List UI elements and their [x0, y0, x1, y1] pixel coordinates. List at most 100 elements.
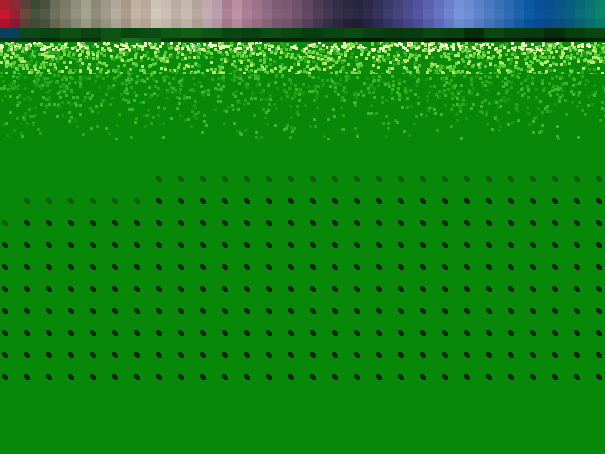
horizon-pixel — [60, 28, 81, 38]
grass-speckle — [330, 72, 333, 75]
mosaic-pixel — [90, 18, 101, 28]
grass-speckle — [271, 45, 274, 48]
grass-speckle — [147, 57, 150, 60]
grass-speckle — [123, 64, 126, 67]
field-dash — [244, 352, 250, 358]
grass-speckle-faded — [456, 97, 459, 100]
grass-speckle — [236, 54, 239, 57]
grass-speckle — [91, 51, 94, 54]
field-dash — [222, 286, 228, 292]
grass-speckle-faded — [481, 101, 484, 104]
grass-speckle — [146, 51, 149, 54]
grass-speckle — [281, 63, 284, 66]
grass-speckle — [243, 72, 246, 75]
grass-speckle — [597, 67, 600, 70]
grass-speckle — [122, 53, 125, 56]
grass-speckle — [449, 69, 452, 72]
grass-speckle-faded — [79, 113, 82, 116]
grass-speckle-faded — [510, 86, 513, 89]
grass-speckle-faded — [63, 86, 66, 89]
mosaic-pixel — [241, 9, 253, 19]
grass-speckle — [489, 63, 492, 66]
field-dash — [90, 198, 96, 204]
field-dash — [200, 286, 206, 292]
mosaic-pixel — [110, 9, 121, 19]
grass-speckle-faded — [130, 78, 133, 81]
grass-speckle-faded — [203, 120, 206, 123]
grass-speckle — [250, 48, 253, 51]
field-dash — [244, 176, 250, 182]
grass-speckle-faded — [128, 108, 131, 111]
grass-speckle-faded — [105, 93, 108, 96]
field-dash — [354, 374, 360, 380]
grass-speckle — [227, 45, 230, 48]
grass-speckle — [403, 66, 406, 69]
grass-speckle — [341, 45, 344, 48]
grass-speckle-faded — [397, 87, 400, 90]
grass-speckle — [349, 42, 352, 45]
grass-speckle — [51, 44, 54, 47]
grass-speckle-faded — [587, 95, 590, 98]
grass-speckle-faded — [398, 98, 401, 101]
grass-speckle — [301, 49, 304, 52]
grass-speckle — [291, 53, 294, 56]
grass-speckle — [263, 52, 266, 55]
field-dash — [530, 176, 536, 182]
field-dash — [222, 308, 228, 314]
grass-speckle — [396, 44, 399, 47]
field-dash — [530, 242, 536, 248]
grass-speckle — [460, 45, 463, 48]
grass-speckle — [249, 54, 252, 57]
grass-speckle — [117, 65, 120, 68]
grass-speckle-faded — [468, 91, 471, 94]
field-dash — [398, 198, 404, 204]
mosaic-pixel — [90, 9, 101, 19]
grass-speckle — [17, 55, 20, 58]
grass-speckle — [318, 42, 321, 45]
grass-speckle — [0, 47, 3, 50]
grass-speckle-faded — [354, 127, 357, 130]
grass-speckle-faded — [334, 86, 337, 89]
grass-speckle — [209, 42, 212, 45]
grass-speckle-faded — [498, 129, 501, 132]
field-dash — [310, 198, 316, 204]
grass-speckle — [270, 51, 273, 54]
grass-speckle — [303, 48, 306, 51]
grass-speckle — [293, 46, 296, 49]
grass-speckle — [210, 68, 213, 71]
grass-speckle-faded — [398, 78, 401, 81]
mosaic-pixel — [574, 0, 585, 10]
grass-speckle — [25, 64, 28, 67]
grass-speckle-faded — [353, 93, 356, 96]
pixelated-image-strip — [0, 0, 605, 28]
field-dash — [464, 220, 470, 226]
grass-speckle — [114, 44, 117, 47]
grass-speckle — [373, 60, 376, 63]
grass-speckle-faded — [219, 86, 222, 89]
grass-speckle-faded — [88, 77, 91, 80]
field-dash — [24, 242, 30, 248]
grass-speckle — [514, 46, 517, 49]
grass-speckle — [203, 43, 206, 46]
field-dash — [244, 264, 250, 270]
grass-speckle — [268, 48, 271, 51]
grass-speckle — [63, 50, 66, 53]
grass-speckle — [63, 53, 66, 56]
grass-speckle-faded — [178, 97, 181, 100]
grass-speckle — [41, 53, 44, 56]
mosaic-pixel — [332, 18, 343, 28]
grass-speckle-faded — [526, 85, 529, 88]
grass-speckle-faded — [531, 82, 534, 85]
grass-speckle-faded — [79, 85, 82, 88]
grass-speckle — [594, 53, 597, 56]
grass-speckle — [343, 46, 346, 49]
grass-speckle — [387, 53, 390, 56]
mosaic-pixel — [554, 0, 565, 10]
mosaic-pixel — [514, 0, 525, 10]
field-dash — [244, 374, 250, 380]
grass-speckle — [162, 57, 165, 60]
grass-speckle — [16, 43, 19, 46]
grass-speckle-faded — [194, 100, 197, 103]
grass-speckle — [413, 45, 416, 48]
grass-speckle — [397, 62, 400, 65]
